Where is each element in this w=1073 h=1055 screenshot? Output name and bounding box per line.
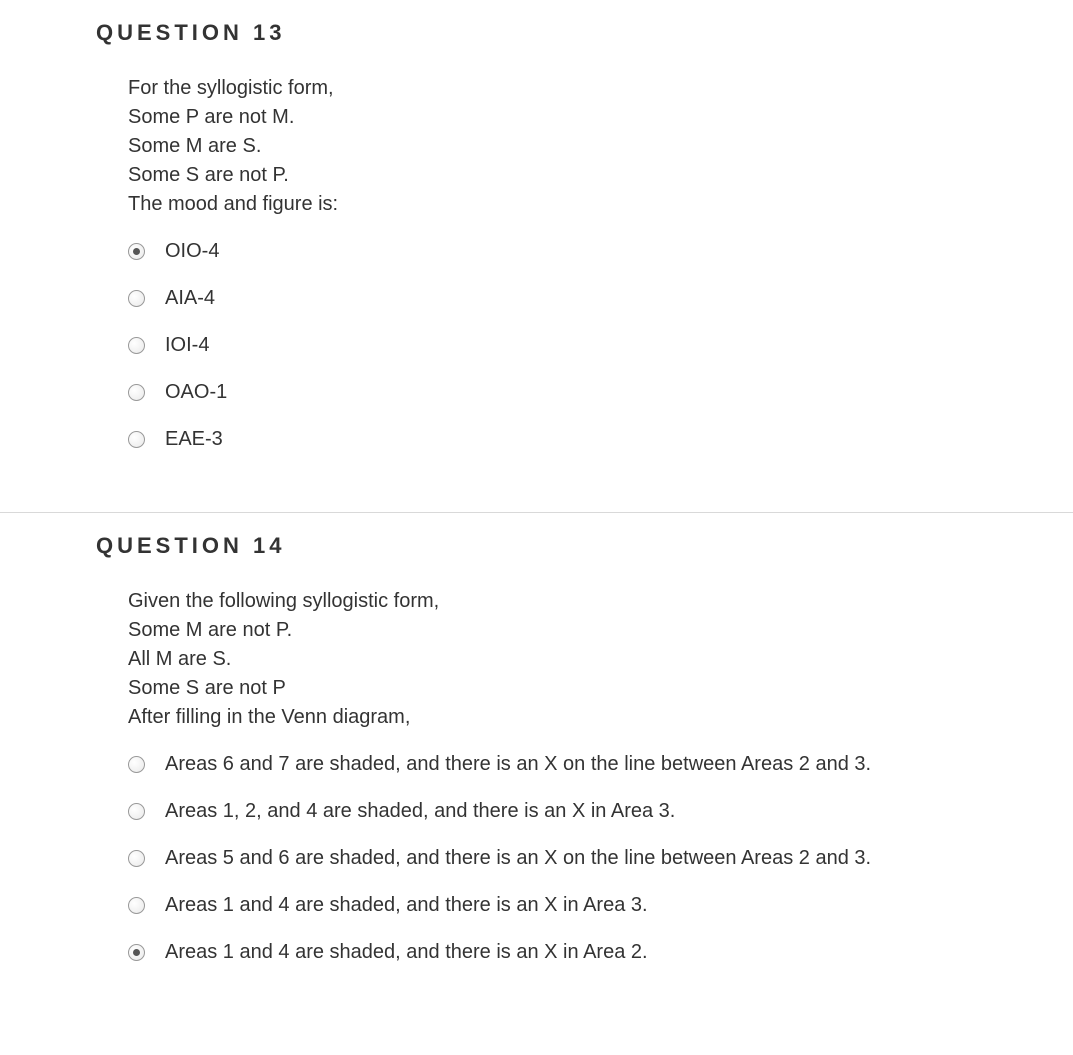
- option-label: Areas 5 and 6 are shaded, and there is a…: [165, 844, 871, 873]
- radio-icon[interactable]: [128, 897, 145, 914]
- option-label: Areas 1, 2, and 4 are shaded, and there …: [165, 797, 675, 826]
- option-row[interactable]: EAE-3: [128, 425, 1073, 454]
- prompt-line: The mood and figure is:: [128, 190, 1073, 219]
- option-label: OIO-4: [165, 237, 219, 266]
- prompt-line: Some P are not M.: [128, 103, 1073, 132]
- prompt-line: Some M are not P.: [128, 616, 1073, 645]
- prompt-line: For the syllogistic form,: [128, 74, 1073, 103]
- option-label: Areas 1 and 4 are shaded, and there is a…: [165, 938, 648, 967]
- question-heading: QUESTION 13: [96, 20, 1073, 46]
- option-label: OAO-1: [165, 378, 227, 407]
- option-row[interactable]: OIO-4: [128, 237, 1073, 266]
- prompt-line: All M are S.: [128, 645, 1073, 674]
- option-label: IOI-4: [165, 331, 209, 360]
- option-row[interactable]: Areas 5 and 6 are shaded, and there is a…: [128, 844, 1073, 873]
- option-label: Areas 1 and 4 are shaded, and there is a…: [165, 891, 648, 920]
- question-heading: QUESTION 14: [96, 533, 1073, 559]
- option-row[interactable]: OAO-1: [128, 378, 1073, 407]
- page: QUESTION 13 For the syllogistic form, So…: [0, 0, 1073, 1025]
- option-row[interactable]: AIA-4: [128, 284, 1073, 313]
- options-list: OIO-4 AIA-4 IOI-4 OAO-1 EAE-3: [128, 237, 1073, 454]
- radio-icon[interactable]: [128, 384, 145, 401]
- option-row[interactable]: IOI-4: [128, 331, 1073, 360]
- prompt-line: Some S are not P: [128, 674, 1073, 703]
- radio-icon[interactable]: [128, 850, 145, 867]
- prompt-line: After filling in the Venn diagram,: [128, 703, 1073, 732]
- radio-icon[interactable]: [128, 243, 145, 260]
- option-label: AIA-4: [165, 284, 215, 313]
- question-body: Given the following syllogistic form, So…: [128, 587, 1073, 967]
- prompt-line: Given the following syllogistic form,: [128, 587, 1073, 616]
- options-list: Areas 6 and 7 are shaded, and there is a…: [128, 750, 1073, 967]
- prompt-line: Some S are not P.: [128, 161, 1073, 190]
- option-row[interactable]: Areas 1 and 4 are shaded, and there is a…: [128, 938, 1073, 967]
- question-block-13: QUESTION 13 For the syllogistic form, So…: [0, 0, 1073, 512]
- radio-icon[interactable]: [128, 290, 145, 307]
- radio-icon[interactable]: [128, 337, 145, 354]
- radio-icon[interactable]: [128, 431, 145, 448]
- question-body: For the syllogistic form, Some P are not…: [128, 74, 1073, 454]
- option-label: EAE-3: [165, 425, 223, 454]
- option-row[interactable]: Areas 1, 2, and 4 are shaded, and there …: [128, 797, 1073, 826]
- radio-icon[interactable]: [128, 944, 145, 961]
- option-label: Areas 6 and 7 are shaded, and there is a…: [165, 750, 871, 779]
- radio-icon[interactable]: [128, 756, 145, 773]
- option-row[interactable]: Areas 6 and 7 are shaded, and there is a…: [128, 750, 1073, 779]
- question-block-14: QUESTION 14 Given the following syllogis…: [0, 513, 1073, 1025]
- prompt-line: Some M are S.: [128, 132, 1073, 161]
- option-row[interactable]: Areas 1 and 4 are shaded, and there is a…: [128, 891, 1073, 920]
- radio-icon[interactable]: [128, 803, 145, 820]
